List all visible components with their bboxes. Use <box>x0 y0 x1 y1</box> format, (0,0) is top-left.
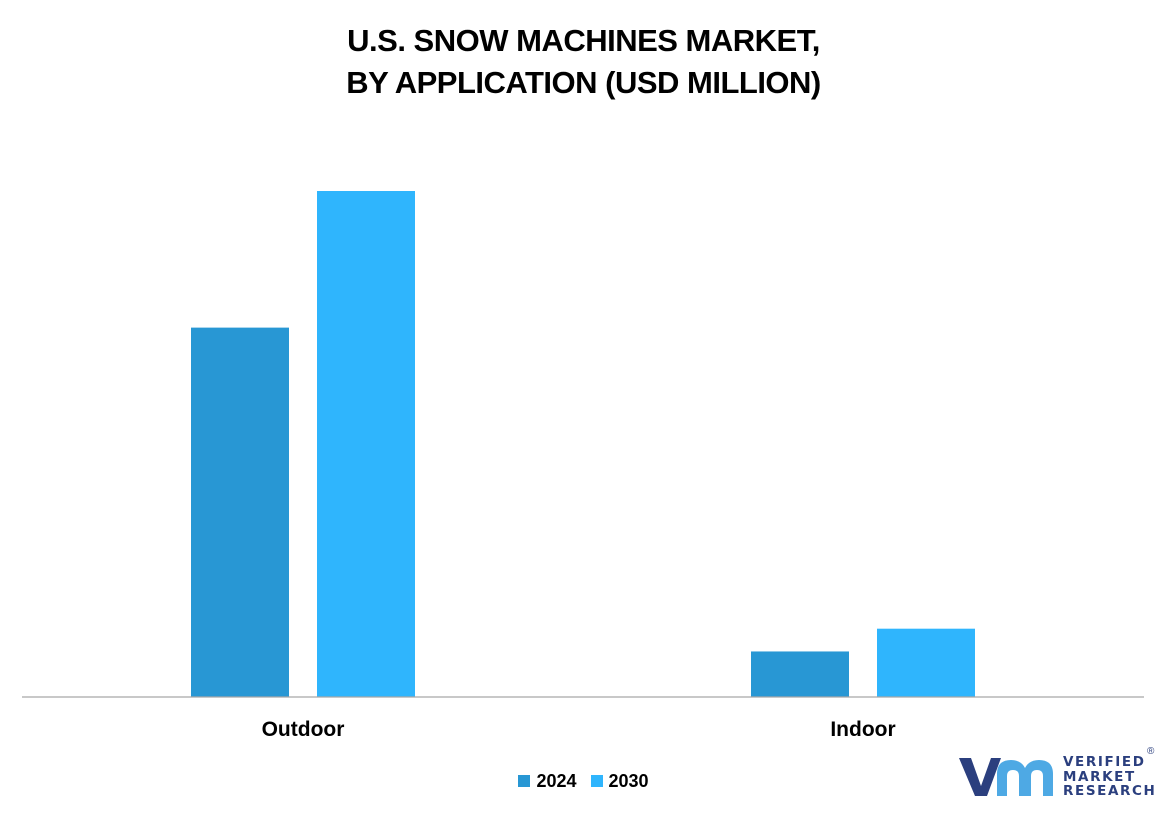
logo-line-3: RESEARCH <box>1063 783 1157 799</box>
chart-title-line-2: BY APPLICATION (USD MILLION) <box>346 65 821 100</box>
legend-item-2024: 2024 <box>518 770 577 792</box>
bar-indoor-2030 <box>877 628 975 697</box>
bar-outdoor-2024 <box>191 327 289 697</box>
registered-mark: ® <box>1147 746 1155 757</box>
chart-title-line-1: U.S. SNOW MACHINES MARKET, <box>347 23 820 58</box>
x-tick-label-indoor: Indoor <box>830 718 895 741</box>
legend: 2024 2030 <box>0 770 1167 792</box>
bar-indoor-2024 <box>751 651 849 697</box>
logo-line-1: VERIFIED <box>1063 754 1146 770</box>
logo-wordmark: VERIFIED MARKET RESEARCH <box>1063 755 1156 799</box>
legend-item-2030: 2030 <box>590 770 649 792</box>
legend-label-2030: 2030 <box>608 771 649 791</box>
verified-market-research-logo: VERIFIED MARKET RESEARCH ® <box>957 746 1157 804</box>
x-tick-labels: Outdoor Indoor <box>262 718 896 741</box>
chart-title: U.S. SNOW MACHINES MARKET, BY APPLICATIO… <box>0 20 1167 104</box>
legend-swatch-2030 <box>590 775 603 787</box>
bar-group <box>191 191 975 697</box>
legend-swatch-2024 <box>518 775 531 787</box>
x-tick-label-outdoor: Outdoor <box>262 718 345 741</box>
bar-outdoor-2030 <box>317 191 415 697</box>
vmr-logo-mark-icon <box>959 758 1053 796</box>
logo-line-2: MARKET <box>1063 768 1136 785</box>
legend-label-2024: 2024 <box>536 771 577 791</box>
